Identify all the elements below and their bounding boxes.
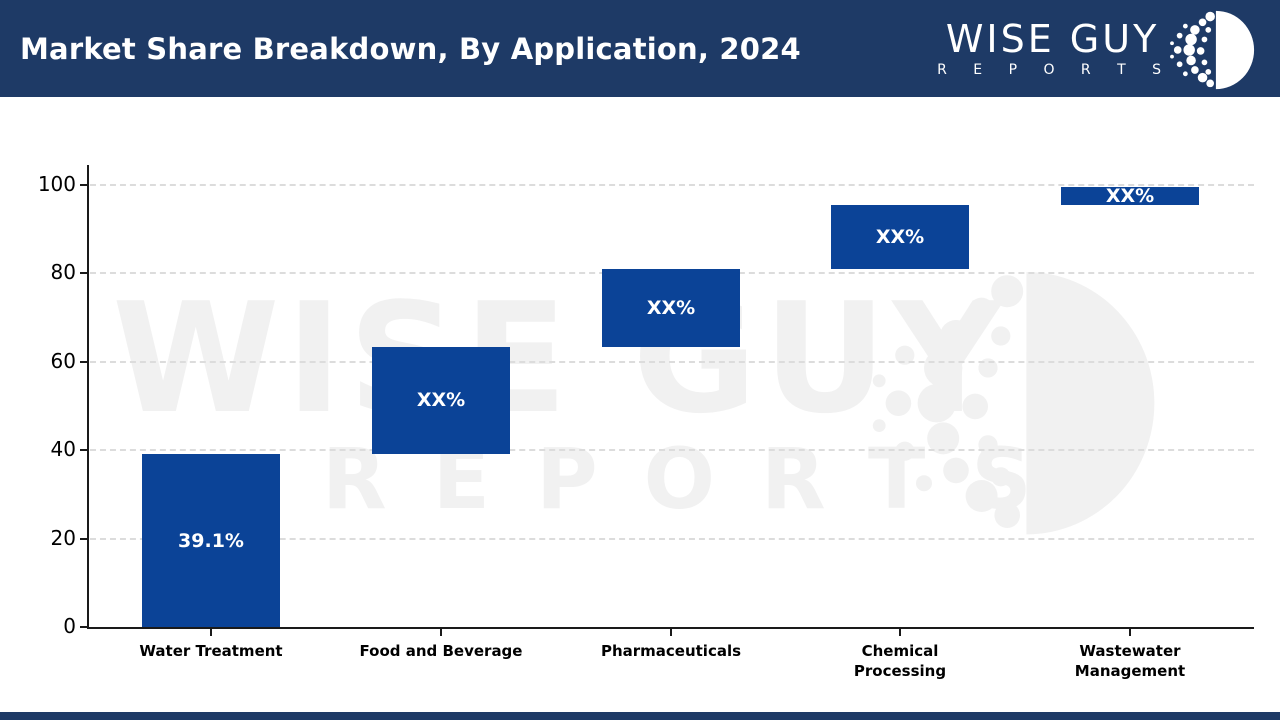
y-tick-label-20: 20 (50, 525, 76, 550)
y-tick-label-40: 40 (50, 437, 76, 462)
x-tick-wastewater-management (1129, 629, 1131, 636)
bar-label-pharmaceuticals: XX% (646, 296, 696, 319)
page-title: Market Share Breakdown, By Application, … (20, 31, 801, 66)
x-tick-pharmaceuticals (670, 629, 672, 636)
y-tick-label-0: 0 (63, 614, 76, 638)
watermark-head-icon (872, 272, 1155, 535)
x-tick-food-and-beverage (440, 629, 442, 636)
gridline-40 (90, 449, 1254, 452)
category-label-chemical-processing: Chemical Processing (853, 642, 947, 681)
y-tick-0 (80, 626, 88, 628)
y-tick-40 (80, 449, 88, 452)
gridline-20 (90, 537, 1254, 540)
bar-food-and-beverage (372, 346, 510, 455)
category-label-wastewater-management: Wastewater Management (1074, 642, 1186, 681)
bar-label-wastewater-management: XX% (1105, 184, 1155, 207)
bar-pharmaceuticals (602, 268, 740, 347)
x-tick-chemical-processing (899, 629, 901, 636)
y-tick-100 (80, 184, 88, 186)
gridline-100 (90, 184, 1254, 186)
category-label-water-treatment: Water Treatment (139, 642, 283, 660)
x-tick-water-treatment (210, 629, 212, 636)
category-label-food-and-beverage: Food and Beverage (359, 642, 523, 660)
bar-water-treatment (142, 454, 280, 627)
x-axis-line (87, 627, 1254, 629)
bar-label-water-treatment: 39.1% (178, 529, 244, 552)
bar-label-food-and-beverage: XX% (416, 389, 466, 412)
y-tick-label-80: 80 (50, 260, 76, 285)
y-tick-20 (80, 537, 88, 540)
bar-chemical-processing (831, 204, 969, 269)
category-label-pharmaceuticals: Pharmaceuticals (600, 642, 742, 660)
y-tick-label-100: 100 (37, 172, 76, 196)
y-tick-80 (80, 272, 88, 275)
footer-bar (0, 712, 1280, 720)
brand-reports-text: R E P O R T S (937, 62, 1172, 78)
gridline-60 (90, 360, 1254, 363)
y-tick-label-60: 60 (50, 348, 76, 373)
y-tick-60 (80, 360, 88, 363)
bar-wastewater-management (1061, 186, 1199, 205)
brand-wiseguy-text: WISE GUY (945, 17, 1160, 61)
bar-label-chemical-processing: XX% (875, 225, 925, 248)
brand-head-icon (1170, 10, 1255, 89)
brand-wordmark: WISE GUY R E P O R T S (933, 20, 1172, 77)
y-axis-line (87, 165, 89, 629)
brand-logo: WISE GUY R E P O R T S (933, 7, 1262, 91)
header-bar: Market Share Breakdown, By Application, … (0, 0, 1280, 97)
